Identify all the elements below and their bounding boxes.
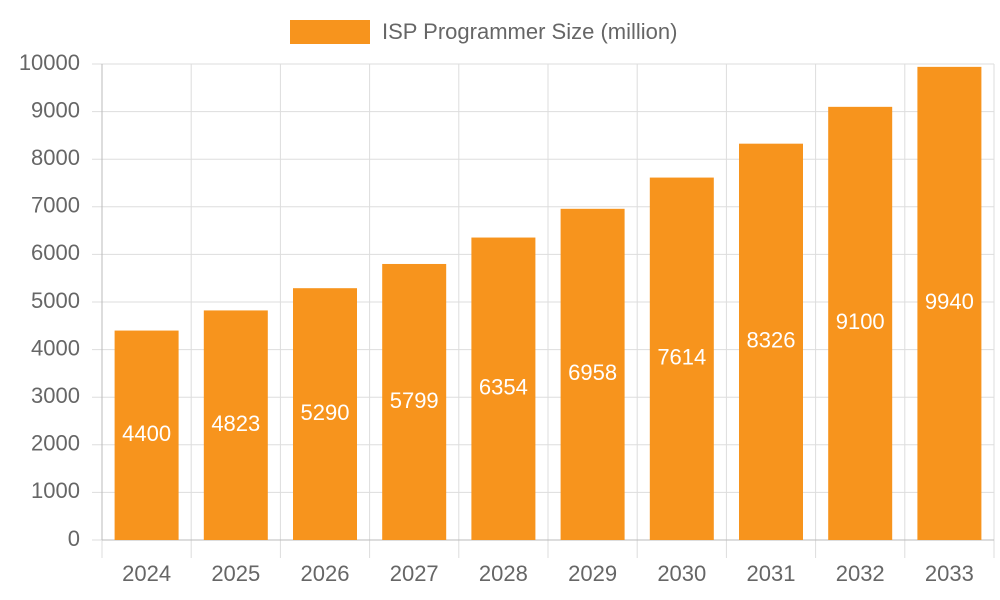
x-tick-label: 2032: [836, 561, 885, 586]
bar: [828, 106, 893, 540]
y-tick-label: 5000: [31, 288, 80, 313]
x-tick-label: 2030: [657, 561, 706, 586]
bar: [739, 143, 803, 540]
y-tick-label: 4000: [31, 335, 80, 360]
bar: [649, 177, 714, 540]
x-tick-label: 2024: [122, 561, 171, 586]
x-tick-label: 2028: [479, 561, 528, 586]
bar: [293, 288, 357, 540]
y-tick-label: 2000: [31, 431, 80, 456]
x-tick-label: 2029: [568, 561, 617, 586]
bar: [114, 330, 179, 540]
data-label: 5799: [390, 388, 439, 413]
y-tick-label: 0: [68, 526, 80, 551]
bar: [917, 66, 982, 540]
data-label: 6354: [479, 375, 528, 400]
x-tick-label: 2026: [301, 561, 350, 586]
x-tick-label: 2033: [925, 561, 974, 586]
y-tick-label: 3000: [31, 383, 80, 408]
x-tick-label: 2025: [211, 561, 260, 586]
bar: [471, 237, 536, 540]
legend-label: ISP Programmer Size (million): [382, 19, 677, 44]
y-tick-label: 6000: [31, 240, 80, 265]
bar: [203, 310, 268, 540]
y-tick-label: 8000: [31, 145, 80, 170]
data-label: 4823: [211, 411, 260, 436]
y-tick-label: 1000: [31, 478, 80, 503]
legend-swatch: [290, 20, 370, 44]
y-tick-label: 9000: [31, 97, 80, 122]
data-label: 9100: [836, 309, 885, 334]
bar: [382, 263, 447, 540]
data-label: 8326: [747, 328, 796, 353]
data-label: 9940: [925, 289, 974, 314]
data-label: 6958: [568, 360, 617, 385]
data-label: 7614: [657, 345, 706, 370]
x-tick-label: 2031: [747, 561, 796, 586]
bar: [560, 208, 625, 540]
data-label: 5290: [301, 400, 350, 425]
data-label: 4400: [122, 421, 171, 446]
y-tick-label: 7000: [31, 193, 80, 218]
y-tick-label: 10000: [19, 50, 80, 75]
x-tick-label: 2027: [390, 561, 439, 586]
